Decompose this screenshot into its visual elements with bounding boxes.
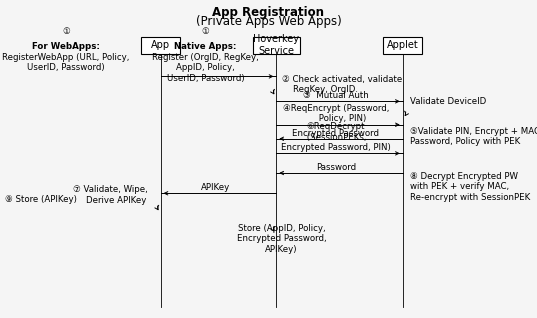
Bar: [141, 37, 180, 54]
Text: ⑥ReqDecrypt
 (SessionPEKs,
Encrypted Password, PIN): ⑥ReqDecrypt (SessionPEKs, Encrypted Pass…: [281, 122, 391, 152]
Text: RegisterWebApp (URL, Policy,
UserID, Password): RegisterWebApp (URL, Policy, UserID, Pas…: [2, 53, 129, 73]
Text: ② Check activated, validate
    RegKey, OrgID.: ② Check activated, validate RegKey, OrgI…: [281, 75, 402, 94]
Bar: [383, 37, 423, 54]
Text: Encrypted Password: Encrypted Password: [292, 129, 379, 138]
Text: Native Apps:: Native Apps:: [174, 42, 236, 51]
Text: ①: ①: [201, 27, 209, 36]
Text: ⑦ Validate, Wipe,
    Derive APIKey: ⑦ Validate, Wipe, Derive APIKey: [73, 185, 148, 205]
Text: ⑨ Store (APIKey): ⑨ Store (APIKey): [5, 195, 77, 204]
Text: Hoverkey
Service: Hoverkey Service: [253, 34, 300, 56]
Text: Validate DeviceID: Validate DeviceID: [410, 97, 486, 106]
Text: App: App: [151, 40, 170, 50]
Text: (Private Apps Web Apps): (Private Apps Web Apps): [195, 15, 342, 28]
Text: ④ReqEncrypt (Password,
     Policy, PIN): ④ReqEncrypt (Password, Policy, PIN): [282, 104, 389, 123]
Text: ⑧ Decrypt Encrypted PW
with PEK + verify MAC,
Re-encrypt with SessionPEK: ⑧ Decrypt Encrypted PW with PEK + verify…: [410, 172, 530, 202]
Text: Password: Password: [316, 163, 356, 172]
Text: Store (AppID, Policy,
Encrypted Password,
APIKey): Store (AppID, Policy, Encrypted Password…: [237, 224, 326, 254]
Text: ①: ①: [62, 27, 70, 36]
Text: ③  Mutual Auth: ③ Mutual Auth: [303, 91, 369, 100]
Text: For WebApps:: For WebApps:: [32, 42, 100, 51]
Text: Register (OrgID, RegKey,
AppID, Policy,
UserID, Password): Register (OrgID, RegKey, AppID, Policy, …: [152, 53, 259, 83]
Text: Applet: Applet: [387, 40, 418, 50]
Text: APIKey: APIKey: [201, 183, 230, 192]
Bar: [253, 37, 300, 54]
Text: App Registration: App Registration: [213, 6, 324, 19]
Text: ⑤Validate PIN, Encrypt + MAC
Password, Policy with PEK: ⑤Validate PIN, Encrypt + MAC Password, P…: [410, 127, 537, 146]
